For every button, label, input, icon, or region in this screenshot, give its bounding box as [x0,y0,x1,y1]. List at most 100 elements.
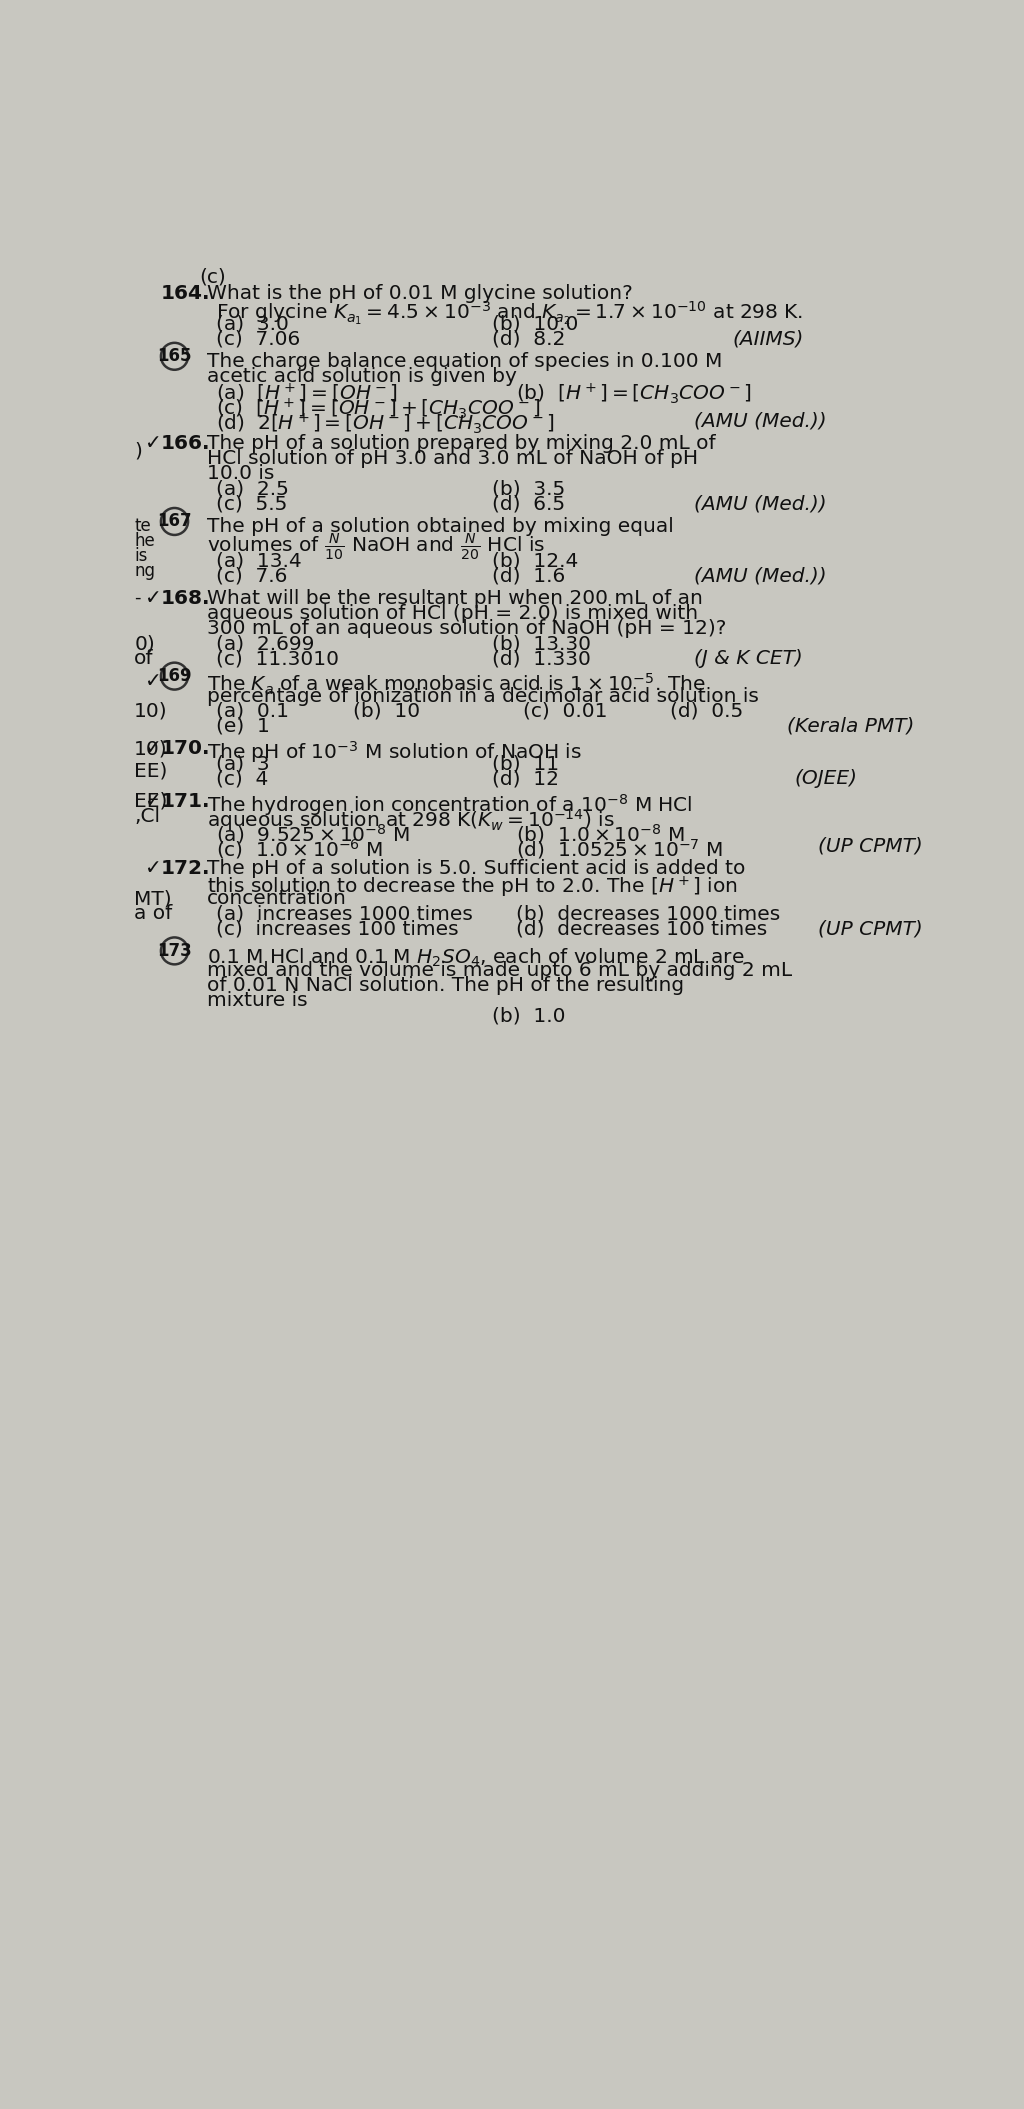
Text: (c)  11.3010: (c) 11.3010 [216,650,339,669]
Text: (b)  1.0: (b) 1.0 [493,1006,565,1025]
Text: (AMU (Med.)): (AMU (Med.)) [693,411,826,430]
Text: ✓: ✓ [145,588,162,607]
Text: (d)  8.2: (d) 8.2 [493,329,565,348]
Text: The pH of $10^{-3}$ M solution of NaOH is: The pH of $10^{-3}$ M solution of NaOH i… [207,738,582,766]
Text: (b)  $1.0\times10^{-8}$ M: (b) $1.0\times10^{-8}$ M [515,823,684,846]
Text: (d)  0.5: (d) 0.5 [671,702,743,721]
Text: a of: a of [134,905,172,924]
Text: (a)  2.5: (a) 2.5 [216,479,289,498]
Text: The pH of a solution prepared by mixing 2.0 mL of: The pH of a solution prepared by mixing … [207,434,716,453]
Text: (b)  decreases 1000 times: (b) decreases 1000 times [515,905,779,924]
Text: EE): EE) [134,761,168,780]
Text: (AMU (Med.)): (AMU (Med.)) [693,567,826,586]
Text: What will be the resultant pH when 200 mL of an: What will be the resultant pH when 200 m… [207,588,702,607]
Text: mixture is: mixture is [207,991,307,1010]
Text: 172.: 172. [161,858,210,877]
Text: he: he [134,531,155,550]
Text: ✓: ✓ [145,791,162,810]
Text: acetic acid solution is given by: acetic acid solution is given by [207,367,517,386]
Text: (J & K CET): (J & K CET) [693,650,803,669]
Text: (c): (c) [200,268,226,287]
Text: 167: 167 [158,512,191,531]
Text: (b)  11: (b) 11 [493,755,559,774]
Text: ✓: ✓ [145,434,162,453]
Text: (c)  5.5: (c) 5.5 [216,494,288,512]
Text: (UP CPMT): (UP CPMT) [818,837,923,856]
Text: (OJEE): (OJEE) [795,770,857,789]
Text: this solution to decrease the pH to 2.0. The $[H^+]$ ion: this solution to decrease the pH to 2.0.… [207,875,737,901]
Text: The pH of a solution obtained by mixing equal: The pH of a solution obtained by mixing … [207,517,674,536]
Text: The charge balance equation of species in 0.100 M: The charge balance equation of species i… [207,352,722,371]
Text: (c)  0.01: (c) 0.01 [523,702,608,721]
Text: (Kerala PMT): (Kerala PMT) [786,717,914,736]
Text: What is the pH of 0.01 M glycine solution?: What is the pH of 0.01 M glycine solutio… [207,285,633,304]
Text: (a)  0.1: (a) 0.1 [216,702,290,721]
Text: ng: ng [134,561,156,580]
Text: (c)  increases 100 times: (c) increases 100 times [216,920,459,939]
Text: EE): EE) [134,791,168,810]
Text: 165: 165 [158,348,191,365]
Text: (a)  $[H^+]=[OH^-]$: (a) $[H^+]=[OH^-]$ [216,382,398,405]
Text: (c)  4: (c) 4 [216,770,268,789]
Text: MT): MT) [134,890,172,909]
Text: (a)  13.4: (a) 13.4 [216,550,302,572]
Text: 164.: 164. [161,285,210,304]
Text: 168.: 168. [161,588,210,607]
Text: is: is [134,546,147,565]
Text: (d)  12: (d) 12 [493,770,559,789]
Text: (b)  10.0: (b) 10.0 [493,314,579,333]
Text: 10.0 is: 10.0 is [207,464,274,483]
Text: ✓: ✓ [145,671,162,690]
Text: (c)  7.06: (c) 7.06 [216,329,301,348]
Text: volumes of $\frac{N}{10}$ NaOH and $\frac{N}{20}$ HCl is: volumes of $\frac{N}{10}$ NaOH and $\fra… [207,531,545,563]
Text: (b)  3.5: (b) 3.5 [493,479,565,498]
Text: (d)  decreases 100 times: (d) decreases 100 times [515,920,767,939]
Text: HCl solution of pH 3.0 and 3.0 mL of NaOH of pH: HCl solution of pH 3.0 and 3.0 mL of NaO… [207,449,698,468]
Text: ✓: ✓ [145,858,162,877]
Text: (b)  12.4: (b) 12.4 [493,550,579,572]
Text: 166.: 166. [161,434,210,453]
Text: ,Cl: ,Cl [134,808,160,827]
Text: (d)  6.5: (d) 6.5 [493,494,565,512]
Text: (a)  3: (a) 3 [216,755,270,774]
Text: (AMU (Med.)): (AMU (Med.)) [693,494,826,512]
Text: (b)  13.30: (b) 13.30 [493,635,591,654]
Text: concentration: concentration [207,890,347,909]
Text: 169: 169 [158,666,191,685]
Text: (d)  1.6: (d) 1.6 [493,567,565,586]
Text: (d)  $2[H^+]=[OH^-]+[CH_3COO^-]$: (d) $2[H^+]=[OH^-]+[CH_3COO^-]$ [216,411,555,437]
Text: (a)  3.0: (a) 3.0 [216,314,289,333]
Text: 0): 0) [134,635,155,654]
Text: (e)  1: (e) 1 [216,717,270,736]
Text: (b)  $[H^+]=[CH_3COO^-]$: (b) $[H^+]=[CH_3COO^-]$ [515,382,751,407]
Text: The $K_a$ of a weak monobasic acid is $1\times10^{-5}$. The: The $K_a$ of a weak monobasic acid is $1… [207,671,706,696]
Text: (d)  $1.0525\times10^{-7}$ M: (d) $1.0525\times10^{-7}$ M [515,837,723,860]
Text: (b)  10: (b) 10 [352,702,420,721]
Text: mixed and the volume is made upto 6 mL by adding 2 mL: mixed and the volume is made upto 6 mL b… [207,962,793,981]
Text: For glycine $K_{a_1}=4.5\times10^{-3}$ and $K_{a_2}=1.7\times10^{-10}$ at 298 K.: For glycine $K_{a_1}=4.5\times10^{-3}$ a… [216,299,804,327]
Text: 0.1 M HCl and 0.1 M $H_2SO_4$, each of volume 2 mL are: 0.1 M HCl and 0.1 M $H_2SO_4$, each of v… [207,947,744,968]
Text: (a)  increases 1000 times: (a) increases 1000 times [216,905,473,924]
Text: (a)  2.699: (a) 2.699 [216,635,314,654]
Text: -: - [134,588,140,607]
Text: (c)  $[H^+]=[OH^-]+[CH_3COO^-]$: (c) $[H^+]=[OH^-]+[CH_3COO^-]$ [216,396,541,422]
Text: ): ) [134,443,142,462]
Text: aqueous solution of HCl (pH = 2.0) is mixed with: aqueous solution of HCl (pH = 2.0) is mi… [207,603,698,622]
Text: 173: 173 [157,943,191,960]
Text: (c)  $1.0\times10^{-6}$ M: (c) $1.0\times10^{-6}$ M [216,837,384,860]
Text: The hydrogen ion concentration of a $10^{-8}$ M HCl: The hydrogen ion concentration of a $10^… [207,791,692,818]
Text: The pH of a solution is 5.0. Sufficient acid is added to: The pH of a solution is 5.0. Sufficient … [207,858,745,877]
Text: of: of [134,650,154,669]
Text: 171.: 171. [161,791,210,810]
Text: (UP CPMT): (UP CPMT) [818,920,923,939]
Text: of 0.01 N NaCl solution. The pH of the resulting: of 0.01 N NaCl solution. The pH of the r… [207,976,684,995]
Text: 10): 10) [134,738,168,757]
Text: (AIIMS): (AIIMS) [732,329,804,348]
Text: 10): 10) [134,702,168,721]
Text: percentage of ionization in a decimolar acid solution is: percentage of ionization in a decimolar … [207,688,759,707]
Text: (c)  7.6: (c) 7.6 [216,567,288,586]
Text: 170.: 170. [161,738,210,757]
Text: (d)  1.330: (d) 1.330 [493,650,591,669]
Text: ✓: ✓ [145,738,162,757]
Text: 300 mL of an aqueous solution of NaOH (pH = 12)?: 300 mL of an aqueous solution of NaOH (p… [207,620,726,639]
